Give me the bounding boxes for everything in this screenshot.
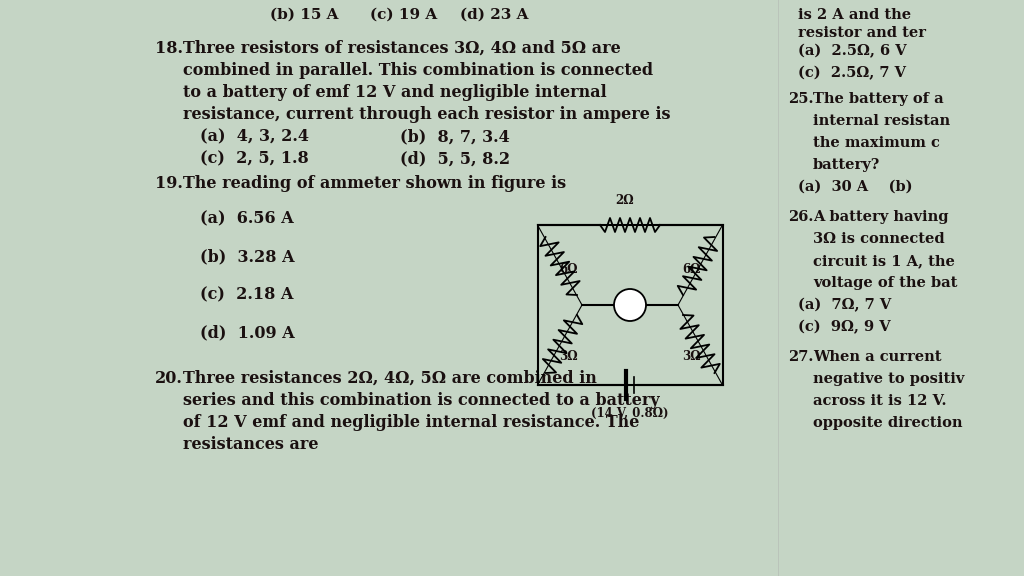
Text: 3Ω: 3Ω [559,350,579,363]
Text: combined in parallel. This combination is connected: combined in parallel. This combination i… [183,62,653,79]
Text: When a current: When a current [813,350,941,364]
Circle shape [614,289,646,321]
Text: circuit is 1 A, the: circuit is 1 A, the [813,254,954,268]
Text: resistances are: resistances are [183,436,318,453]
Text: 2Ω: 2Ω [615,194,634,207]
Text: is 2 A and the: is 2 A and the [798,8,911,22]
Text: The battery of a: The battery of a [813,92,944,106]
Text: 18.: 18. [155,40,183,57]
Text: (14 V, 0.8Ω): (14 V, 0.8Ω) [591,407,669,420]
Text: 20.: 20. [155,370,183,387]
Text: series and this combination is connected to a battery: series and this combination is connected… [183,392,659,409]
Text: 3Ω: 3Ω [682,350,700,363]
Text: battery?: battery? [813,158,881,172]
Text: A: A [626,297,634,310]
Text: voltage of the bat: voltage of the bat [813,276,957,290]
Text: of 12 V emf and negligible internal resistance. The: of 12 V emf and negligible internal resi… [183,414,639,431]
Text: (d)  5, 5, 8.2: (d) 5, 5, 8.2 [400,150,510,167]
Text: the maximum c: the maximum c [813,136,940,150]
Text: The reading of ammeter shown in figure is: The reading of ammeter shown in figure i… [183,175,566,192]
Text: (a)  4, 3, 2.4: (a) 4, 3, 2.4 [200,128,309,145]
Text: Three resistors of resistances 3Ω, 4Ω and 5Ω are: Three resistors of resistances 3Ω, 4Ω an… [183,40,621,57]
Text: (a)  7Ω, 7 V: (a) 7Ω, 7 V [798,298,891,312]
Bar [538,225,723,385]
Text: internal resistan: internal resistan [813,114,950,128]
Text: (b)  8, 7, 3.4: (b) 8, 7, 3.4 [400,128,510,145]
Text: 6Ω: 6Ω [559,263,578,276]
Text: negative to positiv: negative to positiv [813,372,965,386]
Text: opposite direction: opposite direction [813,416,963,430]
Text: (c)  9Ω, 9 V: (c) 9Ω, 9 V [798,320,891,334]
Text: (c)  2, 5, 1.8: (c) 2, 5, 1.8 [200,150,309,167]
Text: 27.: 27. [788,350,813,364]
Text: (d)  1.09 A: (d) 1.09 A [200,324,295,341]
Text: (a)  30 A    (b): (a) 30 A (b) [798,180,912,194]
Text: across it is 12 V.: across it is 12 V. [813,394,946,408]
Text: (c)  2.5Ω, 7 V: (c) 2.5Ω, 7 V [798,66,906,80]
Text: resistance, current through each resistor in ampere is: resistance, current through each resisto… [183,106,671,123]
Text: (c) 19 A: (c) 19 A [370,8,437,22]
Text: to a battery of emf 12 V and negligible internal: to a battery of emf 12 V and negligible … [183,84,606,101]
Text: 25.: 25. [788,92,813,106]
Text: 19.: 19. [155,175,183,192]
Text: Three resistances 2Ω, 4Ω, 5Ω are combined in: Three resistances 2Ω, 4Ω, 5Ω are combine… [183,370,597,387]
Text: (b)  3.28 A: (b) 3.28 A [200,248,295,265]
Text: (a)  6.56 A: (a) 6.56 A [200,210,294,227]
Text: 6Ω: 6Ω [682,263,700,276]
Text: 26.: 26. [788,210,813,224]
Text: (d) 23 A: (d) 23 A [460,8,528,22]
Text: A battery having: A battery having [813,210,948,224]
Text: (c)  2.18 A: (c) 2.18 A [200,286,294,303]
Text: 3Ω is connected: 3Ω is connected [813,232,944,246]
Text: (a)  2.5Ω, 6 V: (a) 2.5Ω, 6 V [798,44,906,58]
Text: resistor and ter: resistor and ter [798,26,926,40]
Text: (b) 15 A: (b) 15 A [270,8,339,22]
